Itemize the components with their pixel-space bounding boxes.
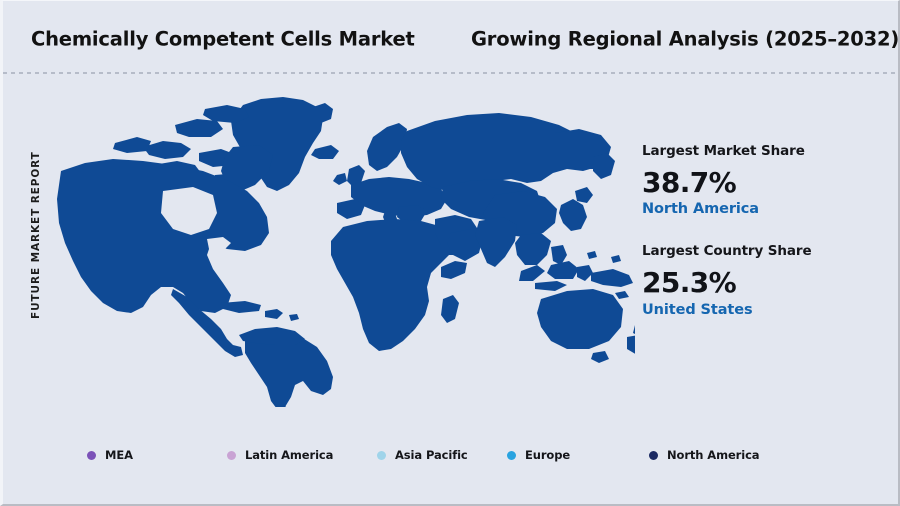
russia-shape	[401, 113, 603, 191]
south-america-tip	[281, 405, 286, 407]
stat-value-country-share: 25.3%	[642, 266, 737, 300]
pacific-island-c	[615, 291, 629, 299]
south-america-shape	[245, 333, 333, 407]
great-lakes-cut	[207, 237, 231, 249]
greenland-shape	[231, 97, 323, 191]
balkans-shape	[397, 205, 427, 223]
iberia-shape	[337, 199, 365, 219]
australia-shape	[537, 289, 623, 349]
header: Chemically Competent Cells Market Growin…	[3, 1, 900, 74]
legend-dot-icon	[87, 450, 96, 460]
legend-label: North America	[667, 448, 760, 462]
legend-dot-icon	[507, 450, 516, 460]
stat-region-market-share: North America	[642, 201, 759, 218]
pacific-island-a	[587, 251, 597, 259]
stat-block-market-share: Largest Market Share 38.7% North America	[642, 143, 882, 217]
british-isles-shape	[347, 165, 365, 187]
arctic-island-d	[113, 137, 151, 153]
arctic-island-b	[175, 119, 223, 137]
south-america-north-shape	[239, 327, 305, 345]
arctic-island-a	[143, 141, 191, 159]
new-zealand-south-shape	[627, 335, 635, 354]
legend: MEA Latin America Asia Pacific Europe No…	[87, 448, 827, 468]
africa-shape	[331, 219, 453, 351]
stats-panel: Largest Market Share 38.7% North America…	[642, 143, 882, 344]
korea-japan-shape	[559, 199, 587, 231]
header-divider	[3, 72, 898, 74]
legend-item-asia-pacific: Asia Pacific	[377, 448, 468, 462]
header-subtitle: Growing Regional Analysis (2025–2032)	[471, 27, 900, 51]
stat-value-market-share: 38.7%	[642, 166, 737, 199]
iceland-shape	[311, 145, 339, 159]
horn-of-africa-shape	[441, 261, 467, 279]
stat-region-country-share: United States	[642, 301, 753, 318]
legend-dot-icon	[649, 450, 658, 460]
arabian-peninsula-shape	[447, 229, 483, 261]
greenland-east-shape	[313, 103, 333, 123]
legend-item-north-america: North America	[649, 448, 760, 462]
scandinavia-shape	[367, 123, 407, 171]
madagascar-shape	[441, 295, 459, 323]
central-america-shape	[171, 289, 243, 357]
baffin-island-shape	[221, 145, 273, 191]
legend-label: Asia Pacific	[395, 448, 468, 462]
new-zealand-north-shape	[633, 325, 635, 334]
ireland-shape	[333, 173, 347, 185]
legend-item-mea: MEA	[87, 448, 133, 462]
legend-label: Latin America	[245, 448, 334, 462]
stat-label-market-share: Largest Market Share	[642, 143, 805, 159]
legend-dot-icon	[377, 450, 386, 460]
north-america-shape	[57, 159, 269, 313]
java-shape	[535, 281, 567, 291]
caribbean-cuba-shape	[221, 301, 261, 313]
map-landmasses	[57, 97, 635, 407]
brand-watermark: FUTURE MARKET REPORT	[30, 151, 42, 319]
sulawesi-shape	[577, 265, 593, 281]
world-map	[55, 87, 635, 407]
stat-block-country-share: Largest Country Share 25.3% United State…	[642, 243, 882, 317]
pacific-island-b	[611, 255, 621, 263]
caribbean-island-small	[289, 314, 299, 321]
europe-mainland-shape	[351, 177, 447, 217]
borneo-shape	[547, 261, 579, 279]
southeast-asia-shape	[515, 233, 551, 265]
caribbean-hispaniola-shape	[265, 309, 283, 319]
arctic-island-c	[203, 105, 249, 123]
tasmania-shape	[591, 351, 609, 363]
legend-item-latin-america: Latin America	[227, 448, 333, 462]
legend-dot-icon	[227, 450, 236, 460]
page-title: Chemically Competent Cells Market	[31, 27, 415, 51]
philippines-shape	[551, 245, 567, 265]
stat-label-country-share: Largest Country Share	[642, 243, 812, 260]
india-shape	[475, 217, 517, 267]
japan-north-shape	[575, 187, 593, 203]
new-guinea-shape	[591, 269, 633, 287]
world-map-svg	[57, 97, 635, 407]
legend-label: MEA	[105, 448, 133, 462]
legend-item-europe: Europe	[507, 448, 570, 462]
kamchatka-shape	[593, 153, 615, 179]
legend-label: Europe	[525, 448, 571, 462]
hudson-bay-cut	[161, 187, 217, 235]
sumatra-shape	[519, 265, 545, 281]
